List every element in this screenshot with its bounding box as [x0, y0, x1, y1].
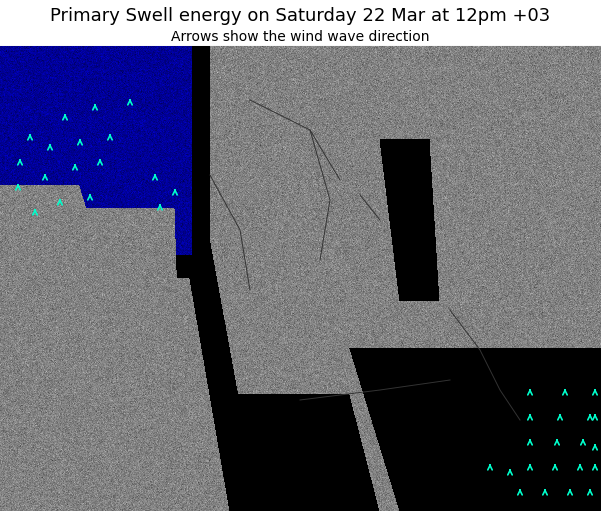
Text: Arrows show the wind wave direction: Arrows show the wind wave direction	[171, 30, 430, 44]
Text: Primary Swell energy on Saturday 22 Mar at 12pm +03: Primary Swell energy on Saturday 22 Mar …	[50, 7, 551, 25]
